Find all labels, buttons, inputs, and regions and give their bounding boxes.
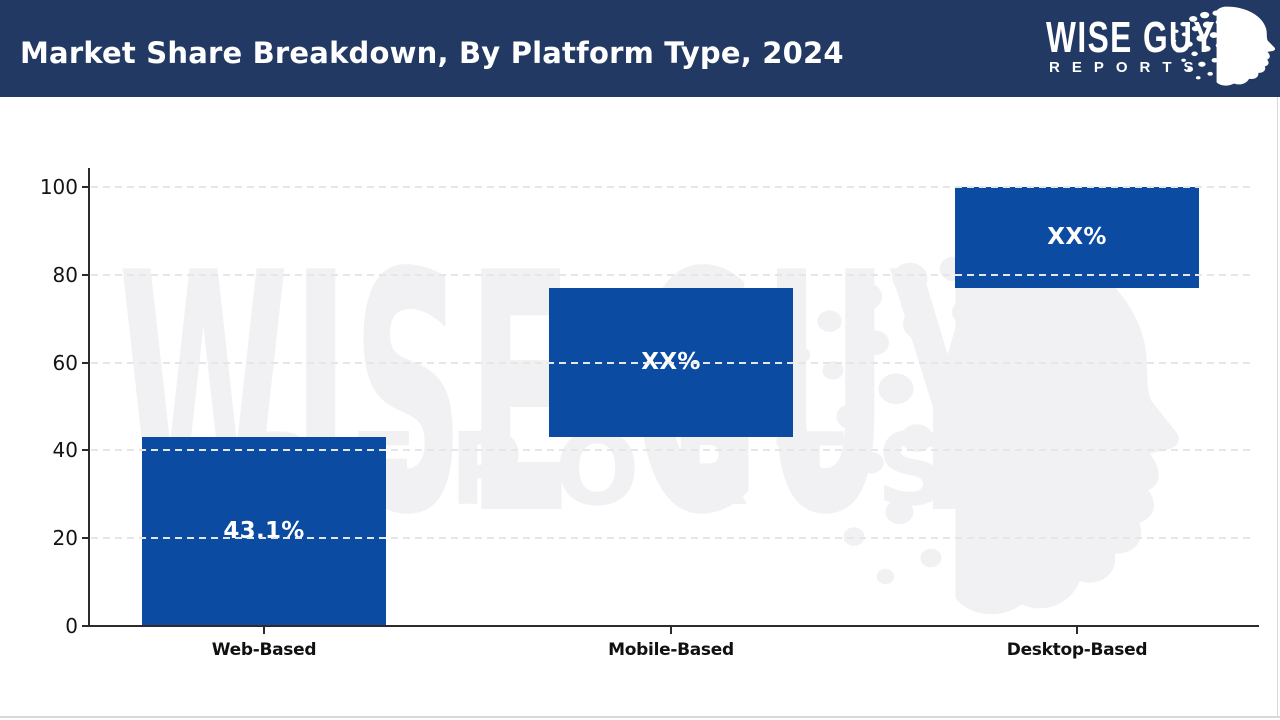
x-tick-label: Desktop-Based (1006, 640, 1148, 660)
gridline (91, 273, 1253, 276)
y-tick-mark (82, 625, 89, 627)
right-border-line (1277, 97, 1278, 718)
bar: XX% (955, 187, 1199, 288)
bar: 43.1% (142, 436, 386, 626)
x-tick-mark (1076, 627, 1078, 634)
x-tick-label: Mobile-Based (608, 640, 734, 660)
y-tick-mark (82, 449, 89, 452)
page-title: Market Share Breakdown, By Platform Type… (20, 36, 844, 70)
axis-spine-bottom (88, 625, 1259, 627)
y-tick-mark (82, 361, 89, 364)
x-tick-mark (263, 627, 265, 634)
x-tick-mark (670, 627, 672, 634)
gridline (91, 537, 1253, 540)
y-tick-mark (82, 186, 89, 188)
gridline (91, 361, 1253, 364)
wiseguy-logo-text-line1: WISE GUY (1046, 13, 1216, 62)
bar-label: XX% (1047, 224, 1107, 251)
gridline (91, 449, 1253, 452)
bar-label: 43.1% (223, 518, 305, 545)
y-tick-label: 0 (65, 614, 78, 638)
axis-spine-left (88, 168, 90, 627)
y-tick-label: 80 (52, 262, 78, 287)
y-tick-label: 40 (52, 438, 78, 463)
gridline (91, 186, 1253, 188)
y-tick-label: 20 (52, 526, 78, 551)
wiseguy-logo-text-line2: REPORTS (1049, 59, 1206, 76)
y-tick-label: 60 (52, 350, 78, 375)
y-tick-mark (82, 273, 89, 276)
watermark-face-icon (787, 238, 1179, 615)
header: Market Share Breakdown, By Platform Type… (0, 0, 1280, 97)
wiseguy-logo-face-icon (1172, 6, 1276, 86)
y-tick-label: 100 (39, 175, 78, 199)
bottom-border-line (0, 716, 1280, 718)
y-tick-mark (82, 537, 89, 540)
x-tick-label: Web-Based (211, 640, 317, 660)
